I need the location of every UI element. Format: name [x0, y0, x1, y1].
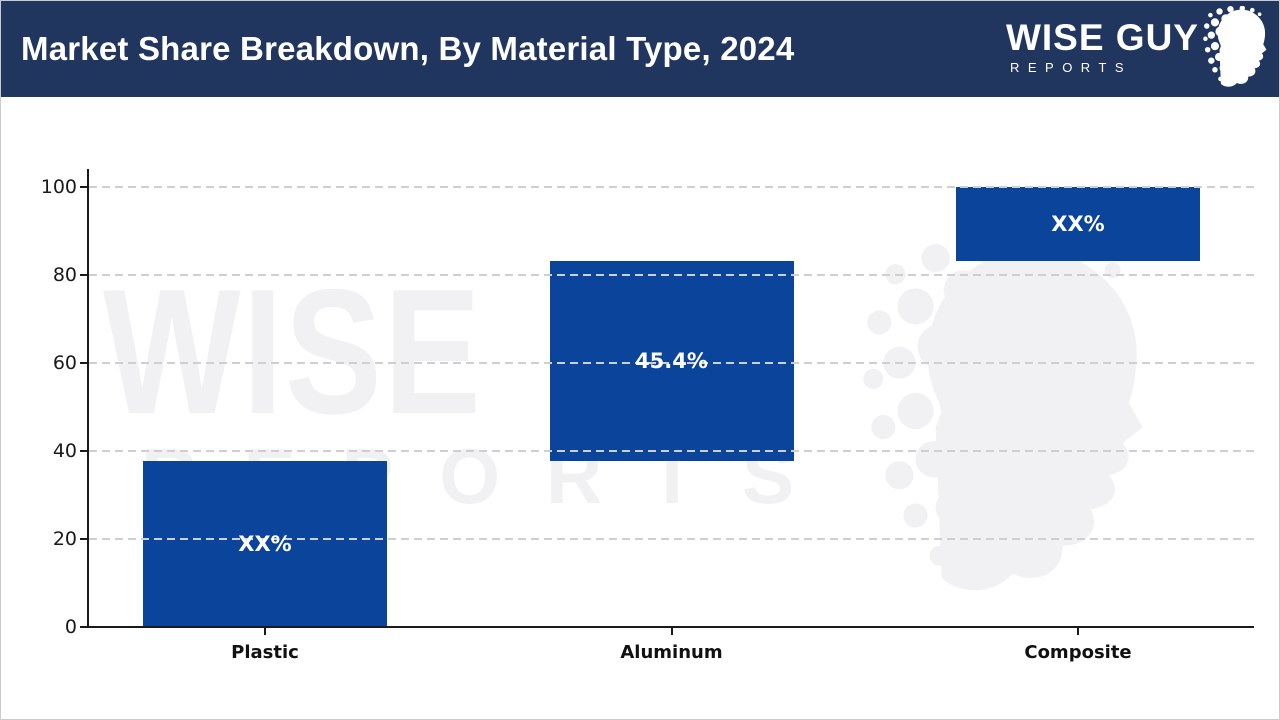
- x-axis-tick: [1077, 628, 1079, 635]
- y-axis-tick-label: 60: [52, 352, 77, 374]
- y-axis-tick: [80, 450, 88, 452]
- y-axis-tick-label: 0: [64, 616, 77, 638]
- y-gridline: [89, 274, 1254, 276]
- x-axis-category-label: Aluminum: [620, 642, 723, 663]
- y-axis-line: [87, 169, 89, 628]
- y-axis-tick-label: 20: [52, 528, 77, 550]
- bar-value-label: XX%: [238, 532, 292, 557]
- header: Market Share Breakdown, By Material Type…: [1, 1, 1279, 97]
- bar-value-label: XX%: [1051, 212, 1105, 237]
- logo-face-icon: [1203, 6, 1267, 88]
- logo-subtitle-text: REPORTS: [1009, 59, 1133, 75]
- chart-title: Market Share Breakdown, By Material Type…: [21, 30, 795, 67]
- logo-wordmark-text: WISE GUY: [1005, 17, 1199, 59]
- y-gridline: [89, 450, 1254, 452]
- y-axis-tick-label: 80: [52, 264, 77, 286]
- x-axis-category-label: Composite: [1024, 642, 1132, 663]
- y-axis-tick: [80, 626, 88, 628]
- logo-text-block: WISE GUY REPORTS: [1005, 17, 1199, 75]
- x-axis-tick: [670, 628, 673, 635]
- bar-composite: [956, 187, 1200, 262]
- watermark-wise-text: WISE: [103, 252, 483, 451]
- bar-value-label: 45.4%: [635, 349, 708, 374]
- y-axis-tick: [80, 362, 88, 364]
- y-gridline: [89, 362, 1254, 364]
- x-axis-line: [87, 626, 1254, 628]
- bar-plastic: [143, 461, 387, 627]
- watermark-face-icon: [863, 234, 1145, 596]
- y-gridline: [89, 538, 1254, 540]
- y-axis-tick-label: 40: [52, 440, 77, 462]
- bar-aluminum: [549, 261, 794, 462]
- y-gridline: [89, 186, 1254, 188]
- x-axis-tick: [264, 628, 266, 635]
- y-axis-tick: [80, 274, 88, 276]
- y-axis-tick: [80, 186, 88, 188]
- wise-guy-logo: WISE GUY REPORTS: [1006, 6, 1267, 88]
- x-axis-category-label: Plastic: [231, 642, 299, 663]
- y-axis-tick: [80, 538, 88, 540]
- y-axis-tick-label: 100: [40, 176, 77, 198]
